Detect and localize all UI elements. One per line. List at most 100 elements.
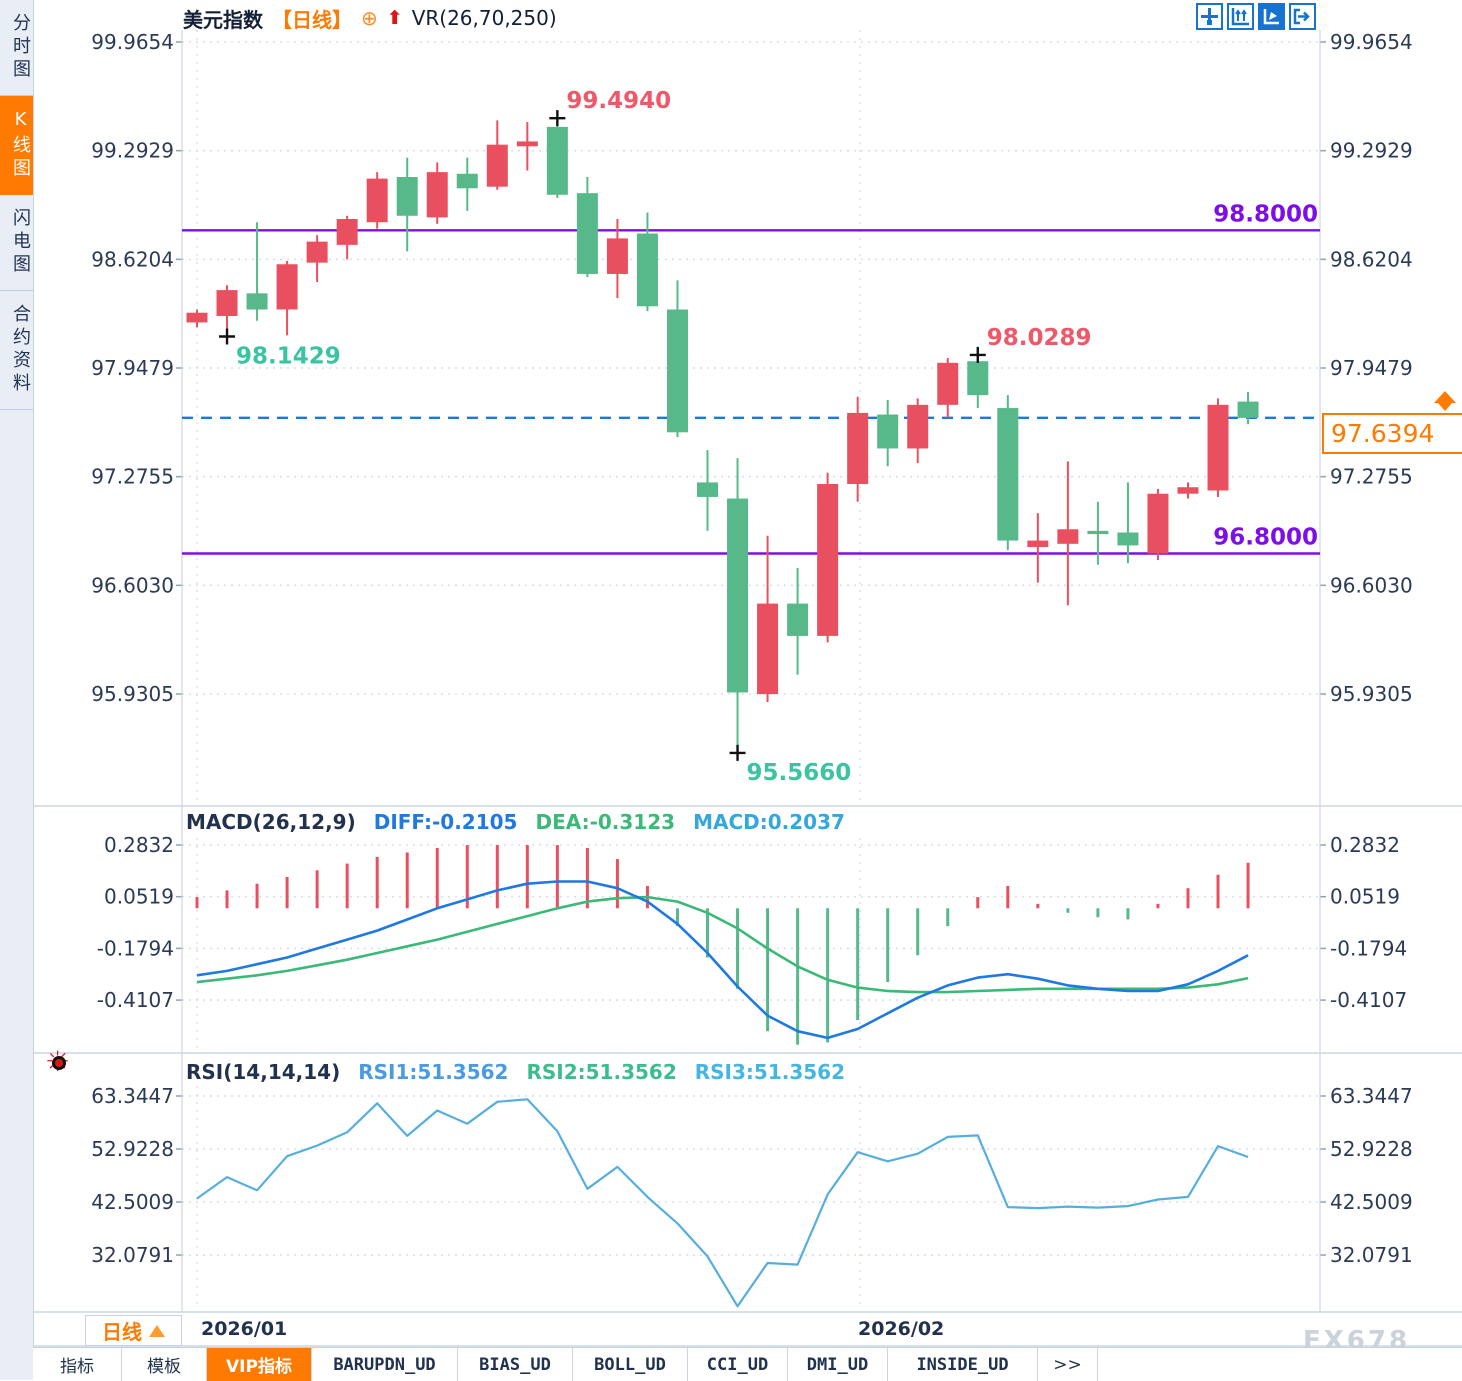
sidebar-item-K线图[interactable]: K线图: [0, 96, 33, 195]
tab->>[interactable]: >>: [1038, 1348, 1098, 1381]
y-axis-label-left: -0.4107: [97, 988, 174, 1012]
y-axis-label-right: -0.1794: [1330, 936, 1407, 960]
readout-value: RSI1:51.3562: [358, 1060, 509, 1084]
hline-label: 96.8000: [1213, 524, 1318, 550]
tab-VIP指标[interactable]: VIP指标: [207, 1348, 312, 1381]
candle-body: [576, 193, 598, 274]
indicator-tab-bar: 指标 模板 VIP指标 BARUPDN_UD BIAS_UD BOLL_UD CCI_UD D…: [33, 1347, 1462, 1381]
candle-body: [847, 412, 869, 485]
tab-指标[interactable]: 指标: [33, 1348, 122, 1381]
y-axis-label-left: 99.9654: [91, 30, 174, 54]
candle-body: [246, 293, 268, 310]
readout-value: RSI(14,14,14): [186, 1060, 341, 1084]
candle-body: [937, 362, 959, 405]
y-axis-label-right: 0.2832: [1330, 833, 1400, 857]
y-axis-label-left: 97.9479: [91, 356, 174, 380]
candle-body: [967, 361, 989, 396]
candle-body: [727, 498, 749, 693]
y-axis-label-right: 97.9479: [1330, 356, 1413, 380]
price-annotation: 99.4940: [566, 88, 671, 114]
indicator-name[interactable]: VR(26,70,250): [411, 6, 557, 30]
readout-value: RSI2:51.3562: [526, 1060, 677, 1084]
extreme-marker: [729, 744, 746, 761]
y-axis-label-right: 52.9228: [1330, 1137, 1413, 1161]
y-axis-label-right: 99.9654: [1330, 30, 1413, 54]
tab-BARUPDN_UD[interactable]: BARUPDN_UD: [312, 1348, 458, 1381]
candle-body: [757, 603, 779, 695]
price-annotation: 95.5660: [747, 760, 852, 786]
diff-line: [196, 880, 1249, 1040]
y-axis-label-left: 0.2832: [104, 833, 174, 857]
candle-body: [1237, 401, 1259, 418]
candle-body: [997, 408, 1019, 541]
period-tag[interactable]: 【日线】: [272, 7, 352, 32]
candle-body: [907, 404, 929, 449]
tab-INSIDE_UD[interactable]: INSIDE_UD: [888, 1348, 1038, 1381]
candle-body: [636, 233, 658, 307]
dea-line: [196, 895, 1249, 994]
macd-readout-row: MACD(26,12,9) DIFF:-0.2105 DEA:-0.3123 MACD…: [186, 810, 863, 834]
tab-DMI_UD[interactable]: DMI_UD: [788, 1348, 888, 1381]
tab-模板[interactable]: 模板: [122, 1348, 207, 1381]
extreme-marker: [549, 110, 566, 127]
tab-CCI_UD[interactable]: CCI_UD: [688, 1348, 788, 1381]
price-up-arrow-icon: [1434, 391, 1456, 411]
candle-body: [276, 264, 298, 310]
y-axis-label-right: 98.6204: [1330, 247, 1413, 271]
readout-value: DIFF:-0.2105: [373, 810, 518, 834]
candle-body: [426, 172, 448, 218]
y-axis-label-right: 95.9305: [1330, 682, 1413, 706]
readout-value: DEA:-0.3123: [535, 810, 676, 834]
tab-BOLL_UD[interactable]: BOLL_UD: [573, 1348, 688, 1381]
sidebar-item-合约资料[interactable]: 合约资料: [0, 291, 33, 410]
y-axis-label-left: 95.9305: [91, 682, 174, 706]
candle-body: [336, 219, 358, 245]
period-selector-label: 日线: [102, 1320, 142, 1344]
macd-histogram: [195, 845, 1250, 1045]
candle-body: [666, 309, 688, 433]
pan-crosshair-icon[interactable]: [1196, 3, 1223, 30]
axis-range-icon[interactable]: [1227, 3, 1254, 30]
chart-toolbar: [1196, 3, 1316, 30]
candle-body: [186, 312, 208, 323]
candle-body: [1057, 529, 1079, 544]
period-selector[interactable]: 日线: [85, 1315, 182, 1346]
candle-body: [1087, 530, 1109, 535]
y-axis-label-left: 63.3447: [91, 1084, 174, 1108]
candle-body: [366, 178, 388, 223]
sidebar-item-分时图[interactable]: 分时图: [0, 0, 33, 96]
x-axis-label-jan: 2026/01: [201, 1318, 288, 1340]
y-axis-label-right: 42.5009: [1330, 1190, 1413, 1214]
price-annotation: 98.1429: [236, 343, 341, 369]
y-axis-label-right: 32.0791: [1330, 1243, 1413, 1267]
candle-body: [606, 238, 628, 274]
rsi-line: [196, 1098, 1249, 1308]
readout-value: RSI3:51.3562: [694, 1060, 846, 1084]
y-axis-label-left: 96.6030: [91, 573, 174, 597]
candle-body: [456, 173, 478, 189]
sidebar-item-闪电图[interactable]: 闪电图: [0, 195, 33, 291]
last-price-box: 97.6394: [1322, 413, 1462, 454]
tab-BIAS_UD[interactable]: BIAS_UD: [458, 1348, 573, 1381]
candle-body: [1177, 487, 1199, 494]
rsi-readout-row: RSI(14,14,14) RSI1:51.3562 RSI2:51.3562 RSI…: [186, 1060, 863, 1084]
extreme-marker: [219, 328, 236, 345]
readout-value: MACD:0.2037: [693, 810, 845, 834]
candlestick-series: [186, 118, 1259, 753]
y-axis-label-right: 97.2755: [1330, 465, 1413, 489]
candle-body: [546, 126, 568, 195]
y-axis-label-left: 98.6204: [91, 247, 174, 271]
candle-body: [516, 141, 538, 147]
y-axis-label-left: 99.2929: [91, 139, 174, 163]
y-axis-label-left: -0.1794: [97, 936, 174, 960]
up-arrow-icon: ⬆: [386, 7, 403, 29]
candle-body: [1117, 532, 1139, 546]
exit-right-icon[interactable]: [1289, 3, 1316, 30]
pointer-axis-icon[interactable]: [1258, 3, 1285, 30]
indicator-settings-sun-icon[interactable]: ☀: [45, 1047, 75, 1079]
y-axis-label-right: 63.3447: [1330, 1084, 1413, 1108]
candle-body: [817, 484, 839, 636]
add-indicator-icon[interactable]: ⊕: [361, 6, 378, 30]
